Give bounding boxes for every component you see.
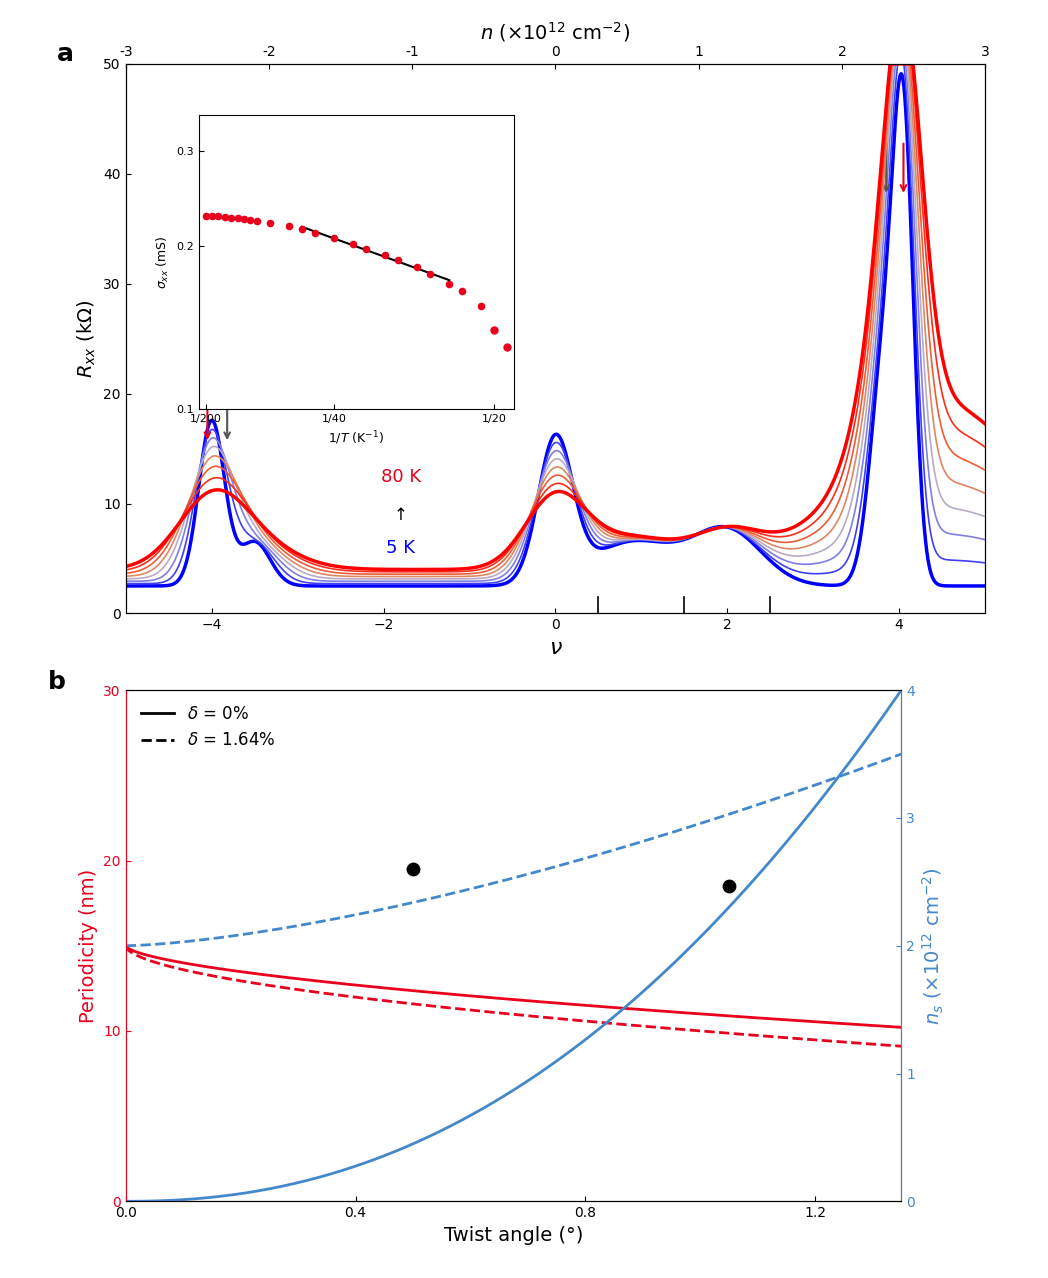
- X-axis label: $\nu$: $\nu$: [548, 638, 563, 658]
- Point: [236, 208, 253, 229]
- Legend: $\delta$ = 0%, $\delta$ = 1.64%: $\delta$ = 0%, $\delta$ = 1.64%: [134, 699, 283, 757]
- Point: [499, 337, 516, 358]
- Point: [326, 227, 343, 248]
- $\delta$ = 0%: [119, 938, 132, 953]
- Point: [210, 206, 226, 226]
- Text: b: b: [48, 670, 66, 694]
- Point: [421, 263, 438, 284]
- Point: [216, 206, 233, 226]
- Y-axis label: $R_{xx}$ (k$\Omega$): $R_{xx}$ (k$\Omega$): [75, 299, 97, 378]
- Point: [721, 875, 738, 896]
- Y-axis label: $\sigma_{xx}$ (mS): $\sigma_{xx}$ (mS): [155, 235, 171, 289]
- X-axis label: $1/T$ (K$^{-1}$): $1/T$ (K$^{-1}$): [328, 429, 385, 447]
- Y-axis label: $n_s$ ($\times$10$^{12}$ cm$^{-2}$): $n_s$ ($\times$10$^{12}$ cm$^{-2}$): [920, 866, 945, 1025]
- Point: [377, 244, 394, 265]
- Point: [357, 239, 374, 259]
- Point: [223, 207, 240, 227]
- $\delta$ = 0%: [581, 998, 593, 1013]
- Point: [405, 859, 421, 879]
- $\delta$ = 0%: [493, 990, 505, 1006]
- Point: [345, 234, 362, 254]
- Text: ↑: ↑: [394, 506, 408, 524]
- X-axis label: Twist angle (°): Twist angle (°): [444, 1226, 583, 1245]
- Point: [261, 212, 278, 233]
- Point: [281, 216, 298, 236]
- Text: a: a: [57, 42, 74, 66]
- Point: [242, 210, 259, 230]
- Text: 5 K: 5 K: [387, 539, 415, 557]
- $\delta$ = 0%: [876, 1019, 889, 1034]
- Point: [197, 206, 214, 226]
- $\delta$ = 0%: [487, 990, 500, 1006]
- Point: [248, 211, 265, 231]
- $\delta$ = 0%: [895, 1020, 908, 1035]
- X-axis label: $n$ ($\times$10$^{12}$ cm$^{-2}$): $n$ ($\times$10$^{12}$ cm$^{-2}$): [480, 20, 631, 45]
- Y-axis label: Periodicity (nm): Periodicity (nm): [79, 869, 97, 1022]
- Text: 80 K: 80 K: [380, 468, 421, 486]
- Point: [486, 320, 503, 340]
- Point: [390, 249, 407, 270]
- Point: [203, 206, 220, 226]
- $\delta$ = 0%: [756, 1011, 768, 1026]
- Point: [230, 207, 246, 227]
- Line: $\delta$ = 0%: $\delta$ = 0%: [126, 946, 901, 1028]
- Point: [293, 219, 310, 239]
- Point: [441, 275, 458, 295]
- Point: [409, 257, 425, 277]
- $\delta$ = 0%: [539, 994, 551, 1010]
- Point: [454, 281, 471, 302]
- Point: [306, 222, 323, 243]
- Point: [473, 296, 489, 317]
